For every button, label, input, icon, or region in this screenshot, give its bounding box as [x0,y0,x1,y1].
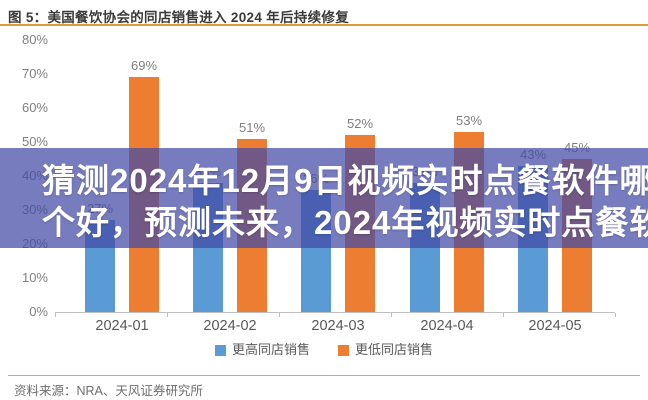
legend-label: 更高同店销售 [231,342,310,357]
bar-value-label: 52% [346,116,374,132]
x-axis-tick-mark [167,313,168,317]
footer-divider [8,375,640,376]
x-axis-tick-mark [279,313,280,317]
x-axis-category-label: 2024-03 [311,318,365,334]
overlay-text-line1: 猜测2024年12月9日视频实时点餐软件哪 [42,162,648,199]
legend-swatch-icon [338,344,349,356]
bar-value-label: 53% [455,112,483,128]
x-axis-tick-mark [615,313,616,317]
legend-label: 更低同店销售 [355,342,434,357]
overlay-text-line2: 个好，预测未来，2024年视频实时点餐软 [42,204,648,241]
y-axis-tick-label: 80% [21,32,48,47]
x-axis-tick-mark [503,313,504,317]
bar-value-label: 69% [130,58,158,74]
title-divider [0,24,648,26]
x-axis-tick-mark [391,313,392,317]
source-note: 资料来源：NRA、天风证券研究所 [14,384,203,398]
y-axis-tick-label: 50% [21,134,48,149]
watermark-overlay-band: 猜测2024年12月9日视频实时点餐软件哪 个好，预测未来，2024年视频实时点… [0,148,648,248]
y-axis-tick-label: 10% [21,270,48,285]
y-axis-tick-label: 70% [21,66,48,81]
bar-value-label: 51% [238,119,266,135]
x-axis-category-label: 2024-04 [420,318,474,334]
legend-item-更高同店销售: 更高同店销售 [214,342,310,357]
x-axis-line [55,312,615,313]
x-axis-category-label: 2024-01 [95,318,149,334]
y-axis-tick-label: 0% [29,304,48,319]
x-axis-category-label: 2024-05 [528,318,582,334]
x-axis-category-label: 2024-02 [203,318,257,334]
chart-legend: 更高同店销售 更低同店销售 [0,343,648,357]
x-axis-tick-mark [55,313,56,317]
legend-item-更低同店销售: 更低同店销售 [338,343,433,357]
legend-swatch-icon [214,344,226,356]
y-axis-tick-label: 60% [21,100,48,115]
figure-title: 图 5：美国餐饮协会的同店销售进入 2024 年后持续修复 [8,10,349,25]
